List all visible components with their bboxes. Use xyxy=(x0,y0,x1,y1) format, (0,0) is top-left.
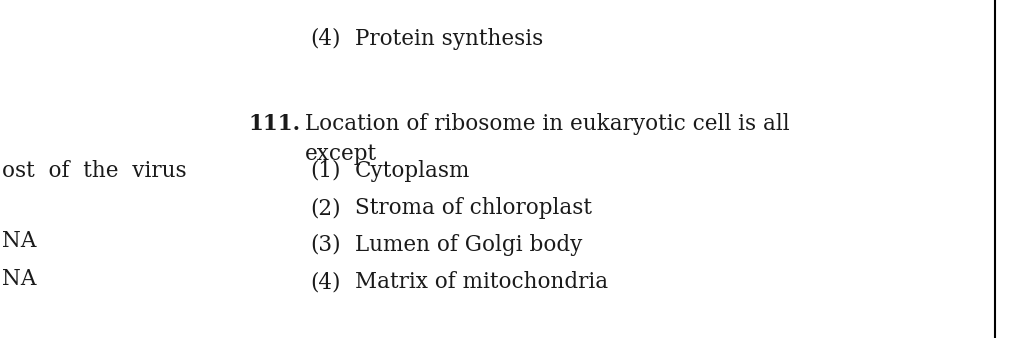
Text: Stroma of chloroplast: Stroma of chloroplast xyxy=(355,197,592,219)
Text: (4): (4) xyxy=(310,28,341,50)
Text: Matrix of mitochondria: Matrix of mitochondria xyxy=(355,271,608,293)
Text: Cytoplasm: Cytoplasm xyxy=(355,160,470,182)
Text: (3): (3) xyxy=(310,234,341,256)
Text: 111.: 111. xyxy=(248,113,300,135)
Text: Protein synthesis: Protein synthesis xyxy=(355,28,544,50)
Text: (4): (4) xyxy=(310,271,341,293)
Text: Location of ribosome in eukaryotic cell is all: Location of ribosome in eukaryotic cell … xyxy=(305,113,790,135)
Text: NA: NA xyxy=(2,230,37,252)
Text: (1): (1) xyxy=(310,160,341,182)
Text: except: except xyxy=(305,143,377,165)
Text: (2): (2) xyxy=(310,197,341,219)
Text: ost  of  the  virus: ost of the virus xyxy=(2,160,186,182)
Text: NA: NA xyxy=(2,268,37,290)
Text: Lumen of Golgi body: Lumen of Golgi body xyxy=(355,234,583,256)
